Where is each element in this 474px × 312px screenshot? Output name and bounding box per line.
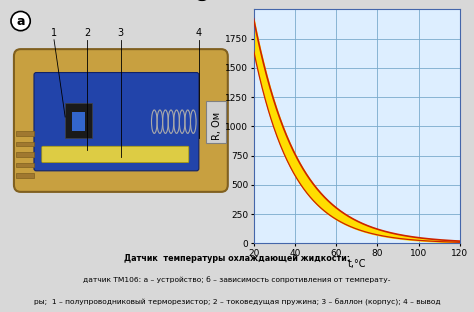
Y-axis label: R, Ом: R, Ом xyxy=(212,112,222,140)
FancyBboxPatch shape xyxy=(14,49,228,192)
FancyBboxPatch shape xyxy=(42,146,189,163)
Text: датчик ТМ106: а – устройство; б – зависимость сопротивления от температу-: датчик ТМ106: а – устройство; б – зависи… xyxy=(83,276,391,283)
X-axis label: t,°C: t,°C xyxy=(347,259,366,269)
Bar xyxy=(16,131,34,136)
Text: а: а xyxy=(17,15,25,27)
Text: 2: 2 xyxy=(84,28,91,38)
Text: 1: 1 xyxy=(51,28,57,38)
Text: 3: 3 xyxy=(118,28,124,38)
Bar xyxy=(65,103,92,138)
Bar xyxy=(16,142,34,146)
Bar xyxy=(206,100,226,143)
FancyBboxPatch shape xyxy=(34,72,199,171)
Bar xyxy=(16,163,34,167)
Bar xyxy=(16,173,34,178)
Text: Датчик  температуры охлаждающей жидкости:: Датчик температуры охлаждающей жидкости: xyxy=(124,254,350,263)
Text: ры;  1 – полупроводниковый терморезистор; 2 – токоведущая пружина; 3 – баллон (к: ры; 1 – полупроводниковый терморезистор;… xyxy=(34,298,440,305)
Text: 4: 4 xyxy=(196,28,202,38)
Bar xyxy=(72,112,85,131)
Bar xyxy=(16,152,34,157)
